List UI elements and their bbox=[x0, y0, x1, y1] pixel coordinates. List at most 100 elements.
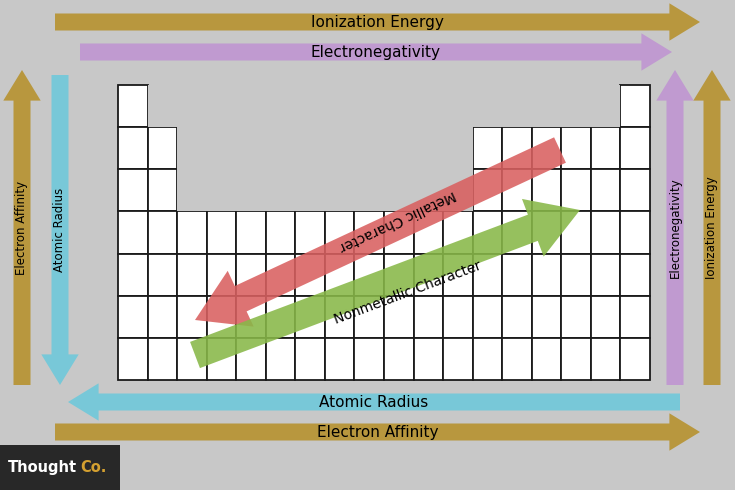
Polygon shape bbox=[195, 137, 566, 327]
Bar bbox=[562, 169, 591, 211]
Bar bbox=[502, 295, 532, 338]
Bar bbox=[177, 211, 207, 253]
Bar bbox=[591, 127, 620, 169]
Bar bbox=[118, 211, 148, 253]
Bar bbox=[384, 211, 414, 253]
Bar bbox=[325, 253, 354, 295]
Bar bbox=[591, 295, 620, 338]
Bar bbox=[414, 338, 443, 380]
Bar bbox=[118, 169, 148, 211]
Bar bbox=[148, 169, 177, 211]
Bar bbox=[325, 295, 354, 338]
Bar bbox=[384, 295, 414, 338]
Text: Electronegativity: Electronegativity bbox=[669, 177, 681, 278]
Bar bbox=[473, 169, 502, 211]
Bar bbox=[266, 253, 295, 295]
Bar bbox=[207, 338, 236, 380]
Bar bbox=[532, 169, 562, 211]
Bar bbox=[118, 295, 148, 338]
Bar bbox=[177, 338, 207, 380]
Bar bbox=[473, 253, 502, 295]
Bar bbox=[532, 338, 562, 380]
Bar bbox=[325, 211, 354, 253]
Bar bbox=[532, 295, 562, 338]
Bar bbox=[414, 211, 443, 253]
Bar bbox=[295, 211, 325, 253]
Bar bbox=[384, 253, 414, 295]
Bar bbox=[620, 211, 650, 253]
Bar bbox=[148, 338, 177, 380]
Text: Atomic Radius: Atomic Radius bbox=[54, 188, 66, 272]
Polygon shape bbox=[693, 70, 731, 385]
Bar bbox=[325, 338, 354, 380]
Text: Thought: Thought bbox=[8, 460, 77, 475]
Bar bbox=[443, 295, 473, 338]
Bar bbox=[295, 253, 325, 295]
Bar bbox=[591, 169, 620, 211]
Bar bbox=[473, 211, 502, 253]
Bar bbox=[118, 85, 148, 127]
Bar bbox=[562, 127, 591, 169]
Text: Ionization Energy: Ionization Energy bbox=[311, 15, 444, 29]
Bar bbox=[562, 253, 591, 295]
Bar bbox=[532, 127, 562, 169]
Bar bbox=[502, 169, 532, 211]
Bar bbox=[473, 295, 502, 338]
Polygon shape bbox=[80, 33, 672, 71]
Polygon shape bbox=[3, 70, 40, 385]
Bar bbox=[443, 211, 473, 253]
Bar bbox=[354, 295, 384, 338]
Bar bbox=[502, 127, 532, 169]
Bar bbox=[118, 85, 650, 380]
Bar bbox=[473, 127, 502, 169]
Bar bbox=[148, 253, 177, 295]
Bar bbox=[443, 338, 473, 380]
Bar bbox=[148, 85, 620, 127]
Polygon shape bbox=[41, 75, 79, 385]
Polygon shape bbox=[55, 413, 700, 451]
Bar bbox=[354, 253, 384, 295]
Bar bbox=[266, 338, 295, 380]
Bar bbox=[236, 295, 266, 338]
Text: Co.: Co. bbox=[80, 460, 107, 475]
Bar bbox=[236, 338, 266, 380]
Bar bbox=[236, 211, 266, 253]
Bar bbox=[532, 253, 562, 295]
Text: Metallic Character: Metallic Character bbox=[337, 187, 458, 253]
Bar bbox=[443, 253, 473, 295]
Bar bbox=[414, 295, 443, 338]
Bar bbox=[562, 211, 591, 253]
Bar bbox=[148, 295, 177, 338]
Bar bbox=[620, 127, 650, 169]
Bar bbox=[207, 295, 236, 338]
Polygon shape bbox=[190, 199, 580, 368]
Bar bbox=[591, 338, 620, 380]
Bar bbox=[620, 169, 650, 211]
Bar bbox=[118, 338, 148, 380]
Polygon shape bbox=[656, 70, 694, 385]
Bar bbox=[620, 295, 650, 338]
Bar bbox=[177, 253, 207, 295]
Bar bbox=[354, 338, 384, 380]
Bar bbox=[384, 338, 414, 380]
Text: Electronegativity: Electronegativity bbox=[311, 45, 441, 59]
Bar bbox=[562, 338, 591, 380]
Bar bbox=[236, 253, 266, 295]
Bar bbox=[473, 338, 502, 380]
Bar bbox=[591, 253, 620, 295]
Text: Nonmetallic Character: Nonmetallic Character bbox=[332, 258, 483, 327]
Bar bbox=[118, 127, 148, 169]
Bar bbox=[620, 253, 650, 295]
Polygon shape bbox=[55, 3, 700, 41]
Bar bbox=[295, 295, 325, 338]
Bar bbox=[177, 127, 473, 211]
Text: Electron Affinity: Electron Affinity bbox=[317, 424, 438, 440]
Text: Electron Affinity: Electron Affinity bbox=[15, 180, 29, 274]
Bar bbox=[354, 211, 384, 253]
Bar bbox=[502, 338, 532, 380]
Text: Ionization Energy: Ionization Energy bbox=[706, 176, 719, 279]
Bar bbox=[266, 295, 295, 338]
Bar bbox=[414, 253, 443, 295]
Bar bbox=[591, 211, 620, 253]
Bar bbox=[177, 295, 207, 338]
